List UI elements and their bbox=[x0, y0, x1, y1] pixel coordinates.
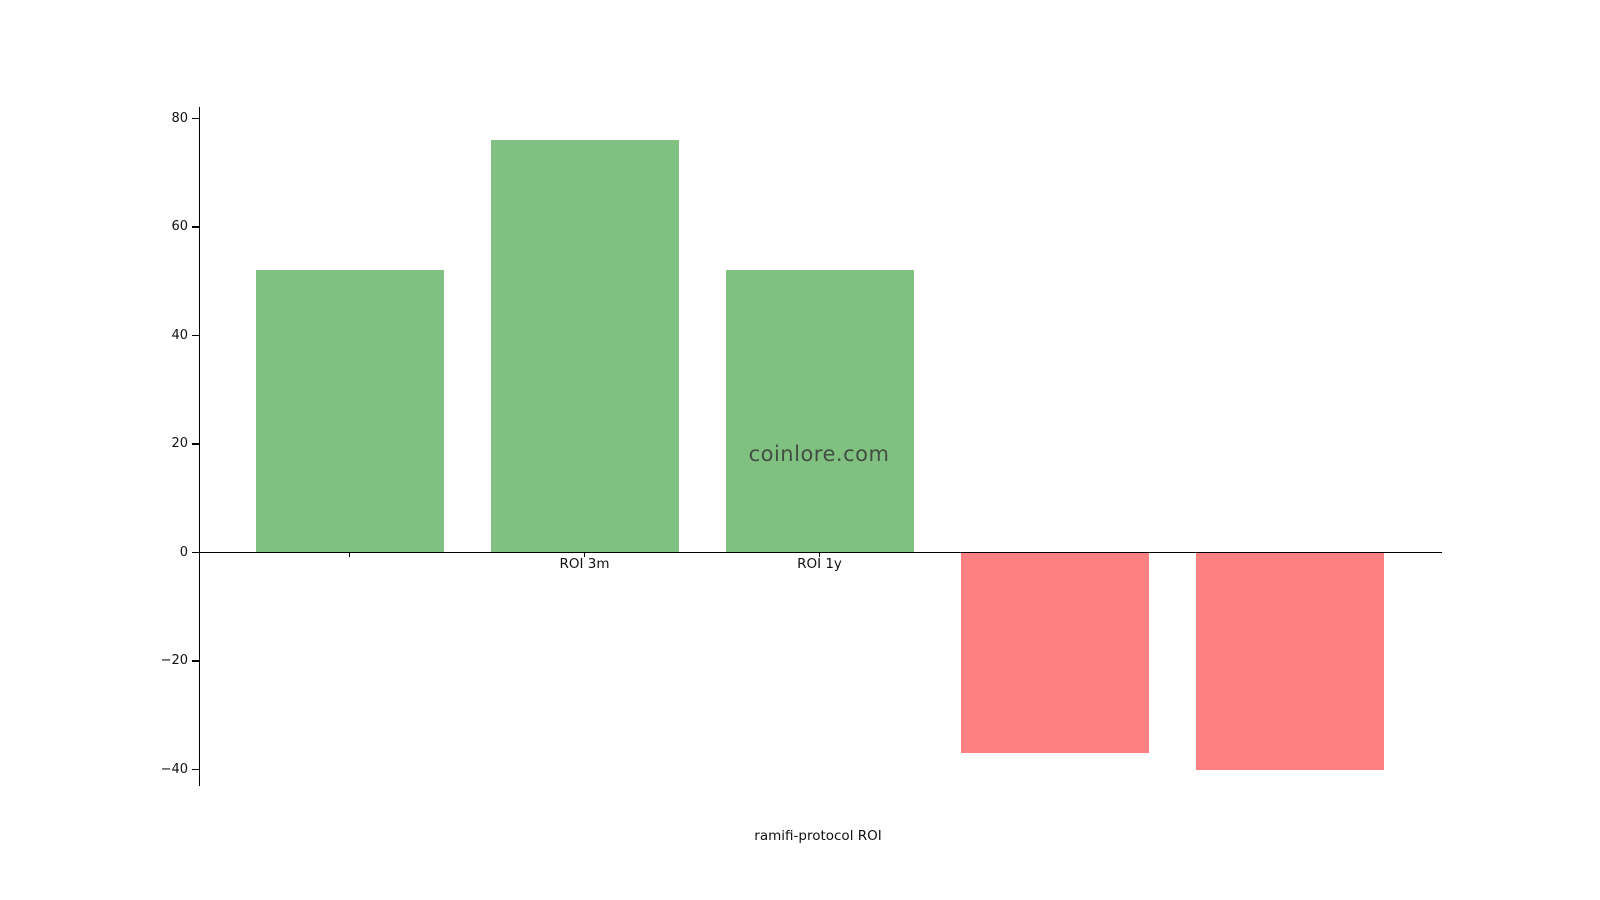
y-tick bbox=[192, 443, 200, 445]
y-tick-label: 40 bbox=[171, 327, 188, 343]
y-tick-label: −20 bbox=[160, 653, 188, 668]
y-tick bbox=[192, 768, 200, 771]
x-tick bbox=[818, 552, 821, 557]
x-tick bbox=[583, 552, 586, 557]
y-tick bbox=[192, 551, 200, 554]
x-tick-label: ROI 3m bbox=[559, 556, 610, 572]
y-tick bbox=[192, 226, 200, 228]
bar-series-0 bbox=[255, 270, 444, 553]
bar-series-3 bbox=[960, 552, 1149, 754]
bar-roi-3m bbox=[490, 140, 679, 553]
y-axis-line bbox=[198, 107, 200, 786]
y-tick-label: 60 bbox=[171, 219, 188, 234]
y-tick-label: 0 bbox=[179, 544, 188, 560]
watermark-text: coinlore.com bbox=[748, 442, 890, 466]
bar-roi-1y bbox=[725, 270, 914, 553]
x-tick-label: ROI 1y bbox=[797, 556, 842, 572]
y-tick bbox=[192, 117, 200, 120]
y-tick-label: 20 bbox=[171, 436, 188, 451]
y-tick bbox=[192, 334, 200, 337]
y-tick-label: −40 bbox=[160, 761, 188, 777]
x-tick bbox=[348, 552, 351, 557]
y-tick-label: 80 bbox=[171, 110, 188, 126]
y-tick bbox=[192, 660, 200, 662]
x-axis-line bbox=[200, 551, 1442, 554]
x-axis-title: ramifi-protocol ROI bbox=[754, 828, 882, 844]
bar-series-4 bbox=[1195, 552, 1384, 770]
